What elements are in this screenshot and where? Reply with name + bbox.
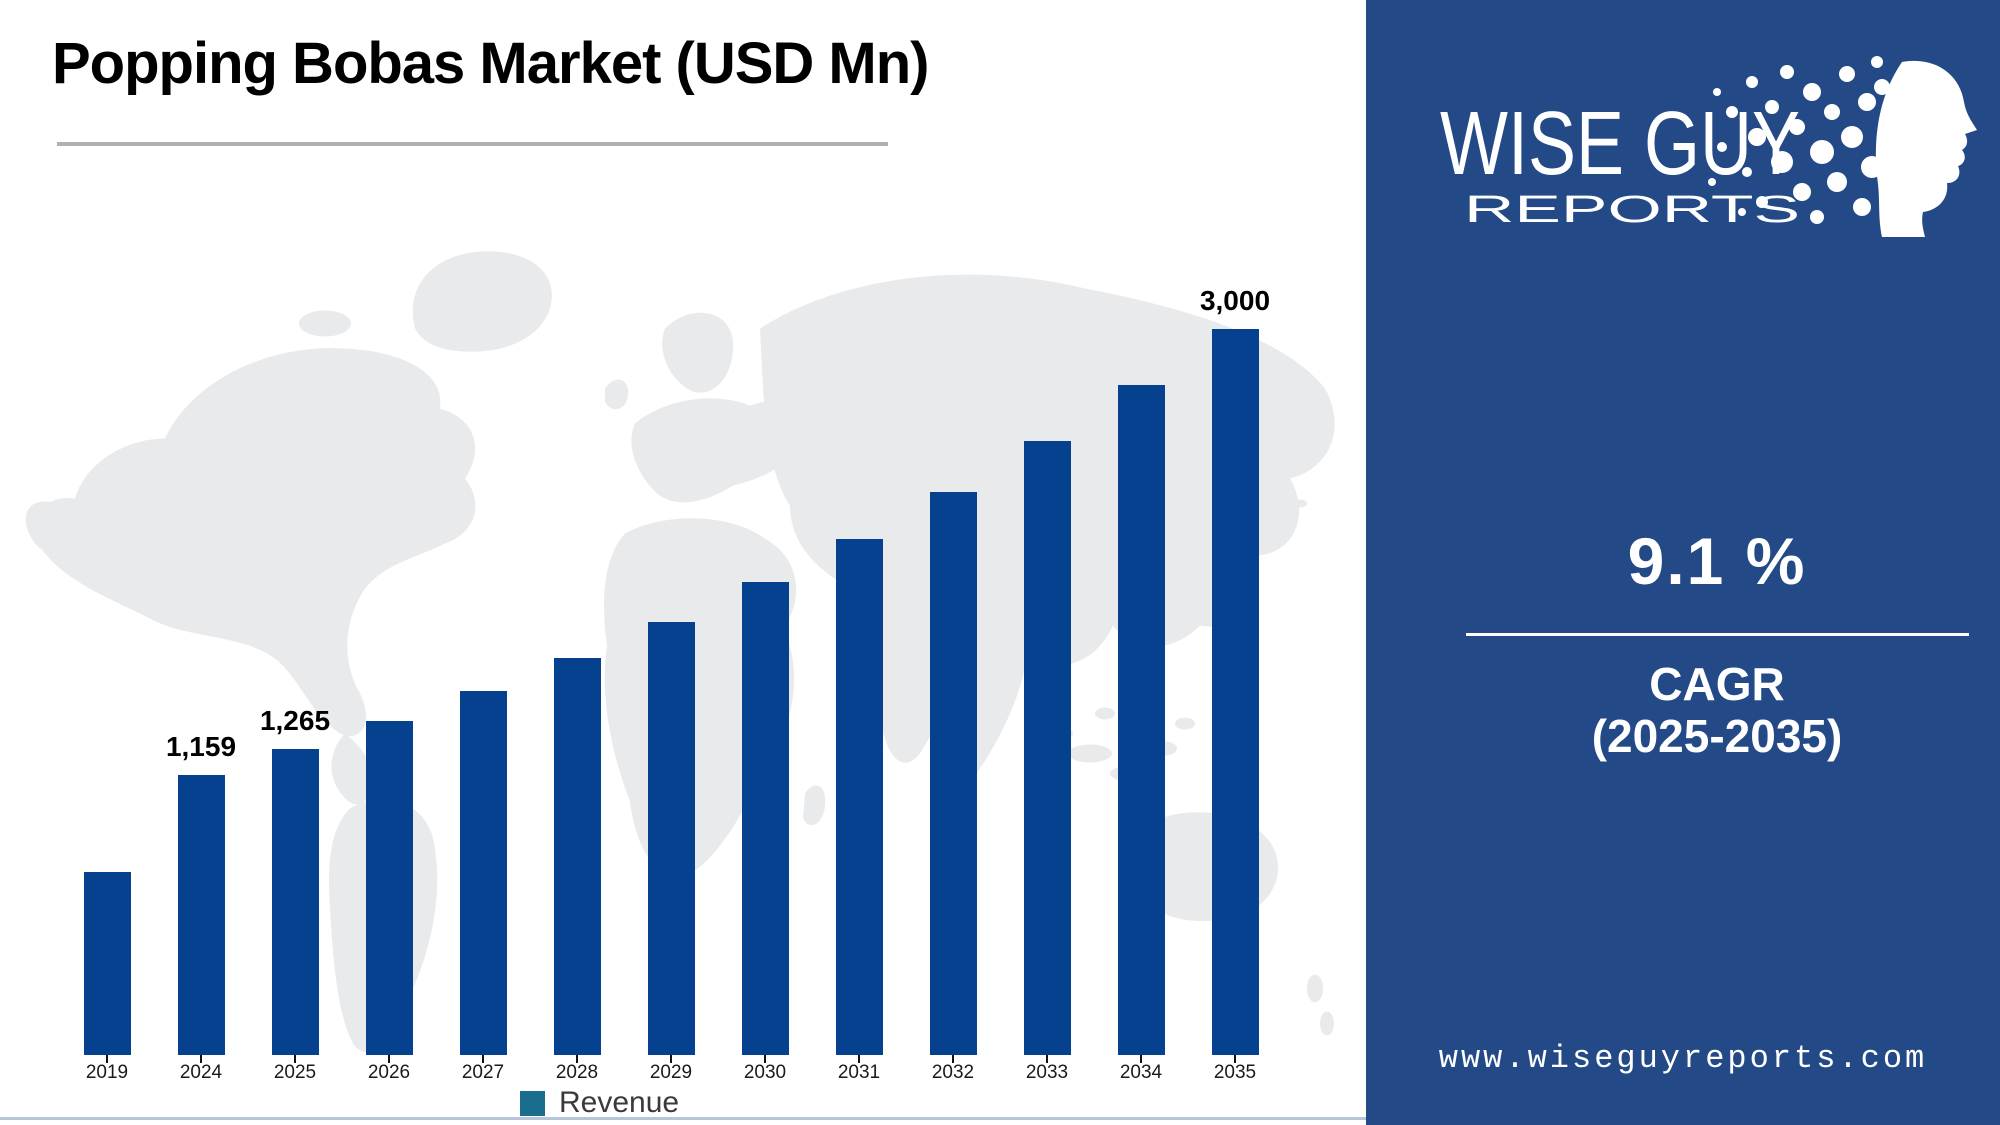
chart-legend: Revenue <box>520 1086 679 1120</box>
x-axis-label: 2019 <box>85 1062 129 1083</box>
bar-value-label: 1,265 <box>259 705 331 736</box>
x-axis-label: 2028 <box>555 1062 599 1083</box>
page-title: Popping Bobas Market (USD Mn) <box>52 31 929 96</box>
bar <box>1117 385 1165 1055</box>
website-url: www.wiseguyreports.com <box>1438 1040 1928 1077</box>
bar <box>83 872 131 1055</box>
brand-sidebar: WISE GUY REPORTS 9.1 % CAGR (2025-2035) <box>1366 0 2000 1125</box>
title-underline <box>57 142 888 146</box>
x-axis-tick <box>670 1055 672 1063</box>
x-axis-label: 2029 <box>649 1062 693 1083</box>
bar <box>647 622 695 1055</box>
x-axis-label: 2024 <box>179 1062 223 1083</box>
bar <box>1023 441 1071 1055</box>
x-axis-tick <box>200 1055 202 1063</box>
bottom-divider <box>0 1117 1366 1120</box>
x-axis-label: 2026 <box>367 1062 411 1083</box>
logo-wordmark-line1: WISE GUY <box>1440 94 1800 194</box>
bar <box>553 658 601 1055</box>
bar <box>1211 329 1259 1055</box>
x-axis-label: 2035 <box>1213 1062 1257 1083</box>
bar <box>271 749 319 1055</box>
cagr-block: 9.1 % CAGR (2025-2035) <box>1434 525 2000 762</box>
x-axis-tick <box>106 1055 108 1063</box>
x-axis-tick <box>482 1055 484 1063</box>
cagr-label: CAGR <box>1649 658 1785 710</box>
bar <box>741 582 789 1055</box>
x-axis-label: 2032 <box>931 1062 975 1083</box>
bar-chart: 2019 2024 1,159 2025 1,265 2026 2027 2028 2029 20… <box>83 285 1271 1083</box>
cagr-value: 9.1 % <box>1627 524 1807 598</box>
x-axis-label: 2031 <box>837 1062 881 1083</box>
x-axis-tick <box>1140 1055 1142 1063</box>
x-axis-tick <box>388 1055 390 1063</box>
x-axis-tick <box>1234 1055 1236 1063</box>
x-axis-label: 2025 <box>273 1062 317 1083</box>
bar-value-label: 1,159 <box>165 731 237 762</box>
bar <box>929 492 977 1055</box>
brand-logo: WISE GUY REPORTS <box>1440 56 1977 237</box>
revenue-swatch <box>520 1090 545 1116</box>
logo-wordmark-line2: REPORTS <box>1464 189 1800 231</box>
x-axis-tick <box>1046 1055 1048 1063</box>
cagr-period-label: (2025-2035) <box>1591 710 1843 762</box>
bar <box>177 775 225 1055</box>
cagr-divider <box>1465 633 1969 636</box>
x-axis-tick <box>952 1055 954 1063</box>
x-axis-tick <box>858 1055 860 1063</box>
x-axis-label: 2033 <box>1025 1062 1069 1083</box>
bar <box>459 691 507 1055</box>
dotted-head-icon <box>1708 56 1977 237</box>
x-axis-tick <box>294 1055 296 1063</box>
x-axis-label: 2034 <box>1119 1062 1163 1083</box>
x-axis-tick <box>764 1055 766 1063</box>
bar <box>365 721 413 1055</box>
x-axis-label: 2030 <box>743 1062 787 1083</box>
chart-region: Popping Bobas Market (USD Mn) <box>0 31 1366 1120</box>
x-axis-tick <box>576 1055 578 1063</box>
x-axis-label: 2027 <box>461 1062 505 1083</box>
bar <box>835 539 883 1055</box>
legend-label: Revenue <box>559 1086 680 1119</box>
bar-value-label: 3,000 <box>1199 285 1271 316</box>
